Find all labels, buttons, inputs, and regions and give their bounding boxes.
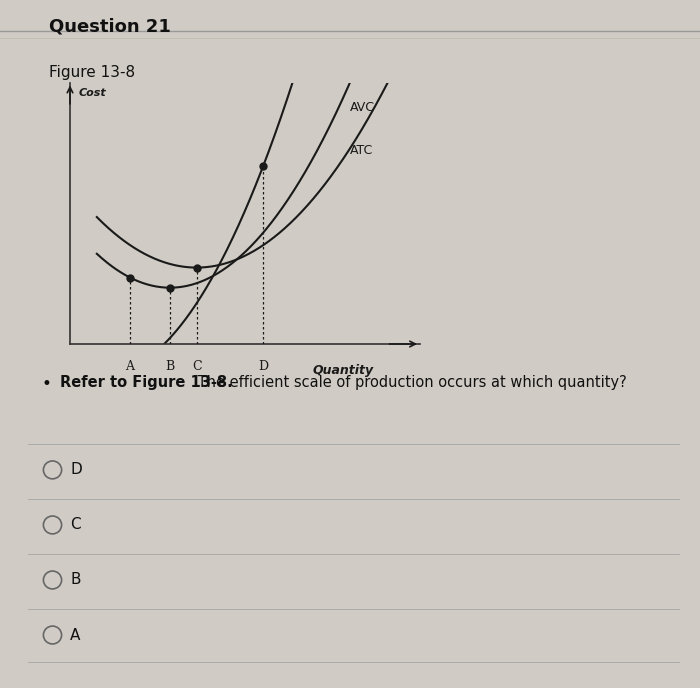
Text: A: A: [70, 627, 80, 643]
Text: C: C: [70, 517, 80, 533]
Text: Refer to Figure 13-8.: Refer to Figure 13-8.: [60, 375, 232, 390]
Text: D: D: [70, 462, 82, 477]
Text: Question 21: Question 21: [49, 17, 171, 35]
Text: The efficient scale of production occurs at which quantity?: The efficient scale of production occurs…: [193, 375, 626, 390]
Text: A: A: [125, 360, 134, 373]
Text: Figure 13-8: Figure 13-8: [49, 65, 135, 80]
Text: C: C: [192, 360, 202, 373]
Text: AVC: AVC: [350, 101, 375, 114]
Text: •: •: [42, 375, 52, 393]
Text: Quantity: Quantity: [313, 364, 374, 377]
Text: ATC: ATC: [350, 144, 373, 157]
Text: B: B: [70, 572, 80, 588]
Text: Cost: Cost: [78, 87, 106, 98]
Text: B: B: [165, 360, 174, 373]
Text: D: D: [258, 360, 268, 373]
